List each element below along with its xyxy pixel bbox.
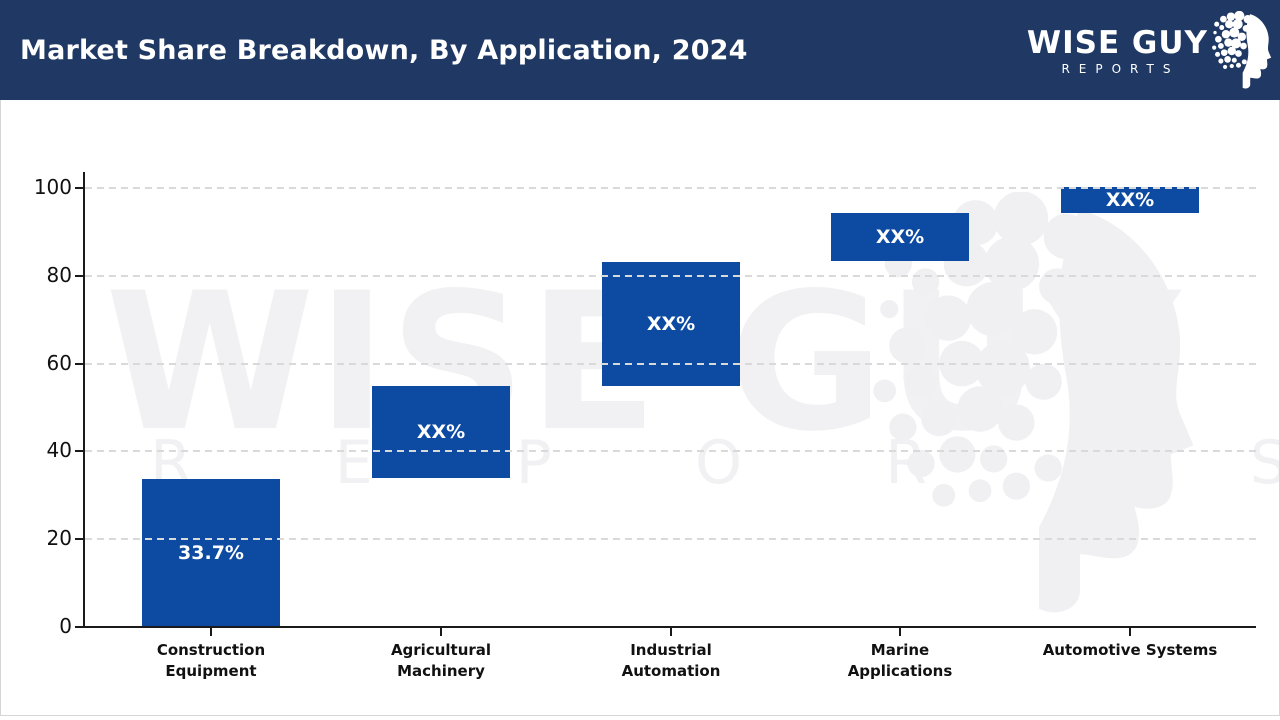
bar-segment: XX% bbox=[1061, 186, 1199, 213]
bar-segment: 33.7% bbox=[142, 479, 280, 627]
x-category-label-line: Applications bbox=[847, 662, 953, 680]
bar-value-label: XX% bbox=[1105, 188, 1155, 211]
bar-value-label: XX% bbox=[875, 226, 925, 249]
y-tick-label: 20 bbox=[46, 526, 72, 551]
gridline-100 bbox=[85, 187, 1256, 189]
x-category-label-line: Marine bbox=[870, 641, 930, 659]
bar-value-label: 33.7% bbox=[178, 542, 244, 565]
x-category-label: Industrial Automation bbox=[556, 640, 786, 682]
x-category-label-line: Equipment bbox=[165, 662, 257, 680]
y-tick-label: 100 bbox=[33, 175, 72, 199]
logo-wordmark: WISE GUY bbox=[1026, 25, 1208, 61]
x-axis-line bbox=[83, 626, 1256, 628]
y-tick-label: 60 bbox=[46, 350, 72, 375]
y-axis-line bbox=[83, 172, 85, 628]
bar-segment: XX% bbox=[372, 385, 510, 478]
gridline-80 bbox=[85, 274, 1256, 277]
y-tick-label: 80 bbox=[46, 262, 72, 287]
y-tick-20 bbox=[75, 538, 83, 541]
bar-value-label: XX% bbox=[416, 420, 466, 443]
x-tick bbox=[670, 628, 672, 636]
x-category-label-line: Construction bbox=[156, 641, 266, 659]
x-category-label: Agricultural Machinery bbox=[326, 640, 556, 682]
y-tick-60 bbox=[75, 362, 83, 365]
x-category-label: Marine Applications bbox=[785, 640, 1015, 682]
x-category-label-line: Industrial bbox=[630, 641, 712, 659]
y-tick-40 bbox=[75, 450, 83, 453]
x-category-label: Construction Equipment bbox=[96, 640, 326, 682]
y-tick-label: 0 bbox=[59, 614, 72, 638]
x-category-label-line: Machinery bbox=[397, 662, 485, 680]
y-tick-0 bbox=[75, 626, 83, 628]
x-category-label: Automotive Systems bbox=[1015, 640, 1245, 661]
page-title: Market Share Breakdown, By Application, … bbox=[20, 34, 748, 66]
logo-text: WISE GUY REPORTS bbox=[1027, 26, 1208, 76]
wise-guy-reports-logo: WISE GUY REPORTS bbox=[1027, 8, 1272, 94]
x-tick bbox=[899, 628, 901, 636]
y-tick-80 bbox=[75, 274, 83, 277]
x-category-label-line: Automotive Systems bbox=[1042, 641, 1218, 659]
dotted-head-profile-icon bbox=[1212, 11, 1272, 89]
x-tick bbox=[1129, 628, 1131, 636]
x-category-label-line: Automation bbox=[621, 662, 721, 680]
gridline-60 bbox=[85, 362, 1256, 365]
watermark-dotted-head-icon bbox=[873, 192, 1194, 613]
header-bar: Market Share Breakdown, By Application, … bbox=[0, 0, 1280, 100]
x-category-label-line: Agricultural bbox=[390, 641, 492, 659]
x-tick bbox=[210, 628, 212, 636]
x-tick bbox=[440, 628, 442, 636]
y-tick-label: 40 bbox=[46, 438, 72, 463]
bar-segment: XX% bbox=[602, 261, 740, 386]
logo-subtitle: REPORTS bbox=[1061, 62, 1180, 76]
bar-value-label: XX% bbox=[646, 312, 696, 335]
gridline-40 bbox=[85, 450, 1256, 453]
bar-segment: XX% bbox=[831, 213, 969, 262]
y-tick-100 bbox=[75, 187, 83, 189]
gridline-20 bbox=[85, 538, 1256, 541]
